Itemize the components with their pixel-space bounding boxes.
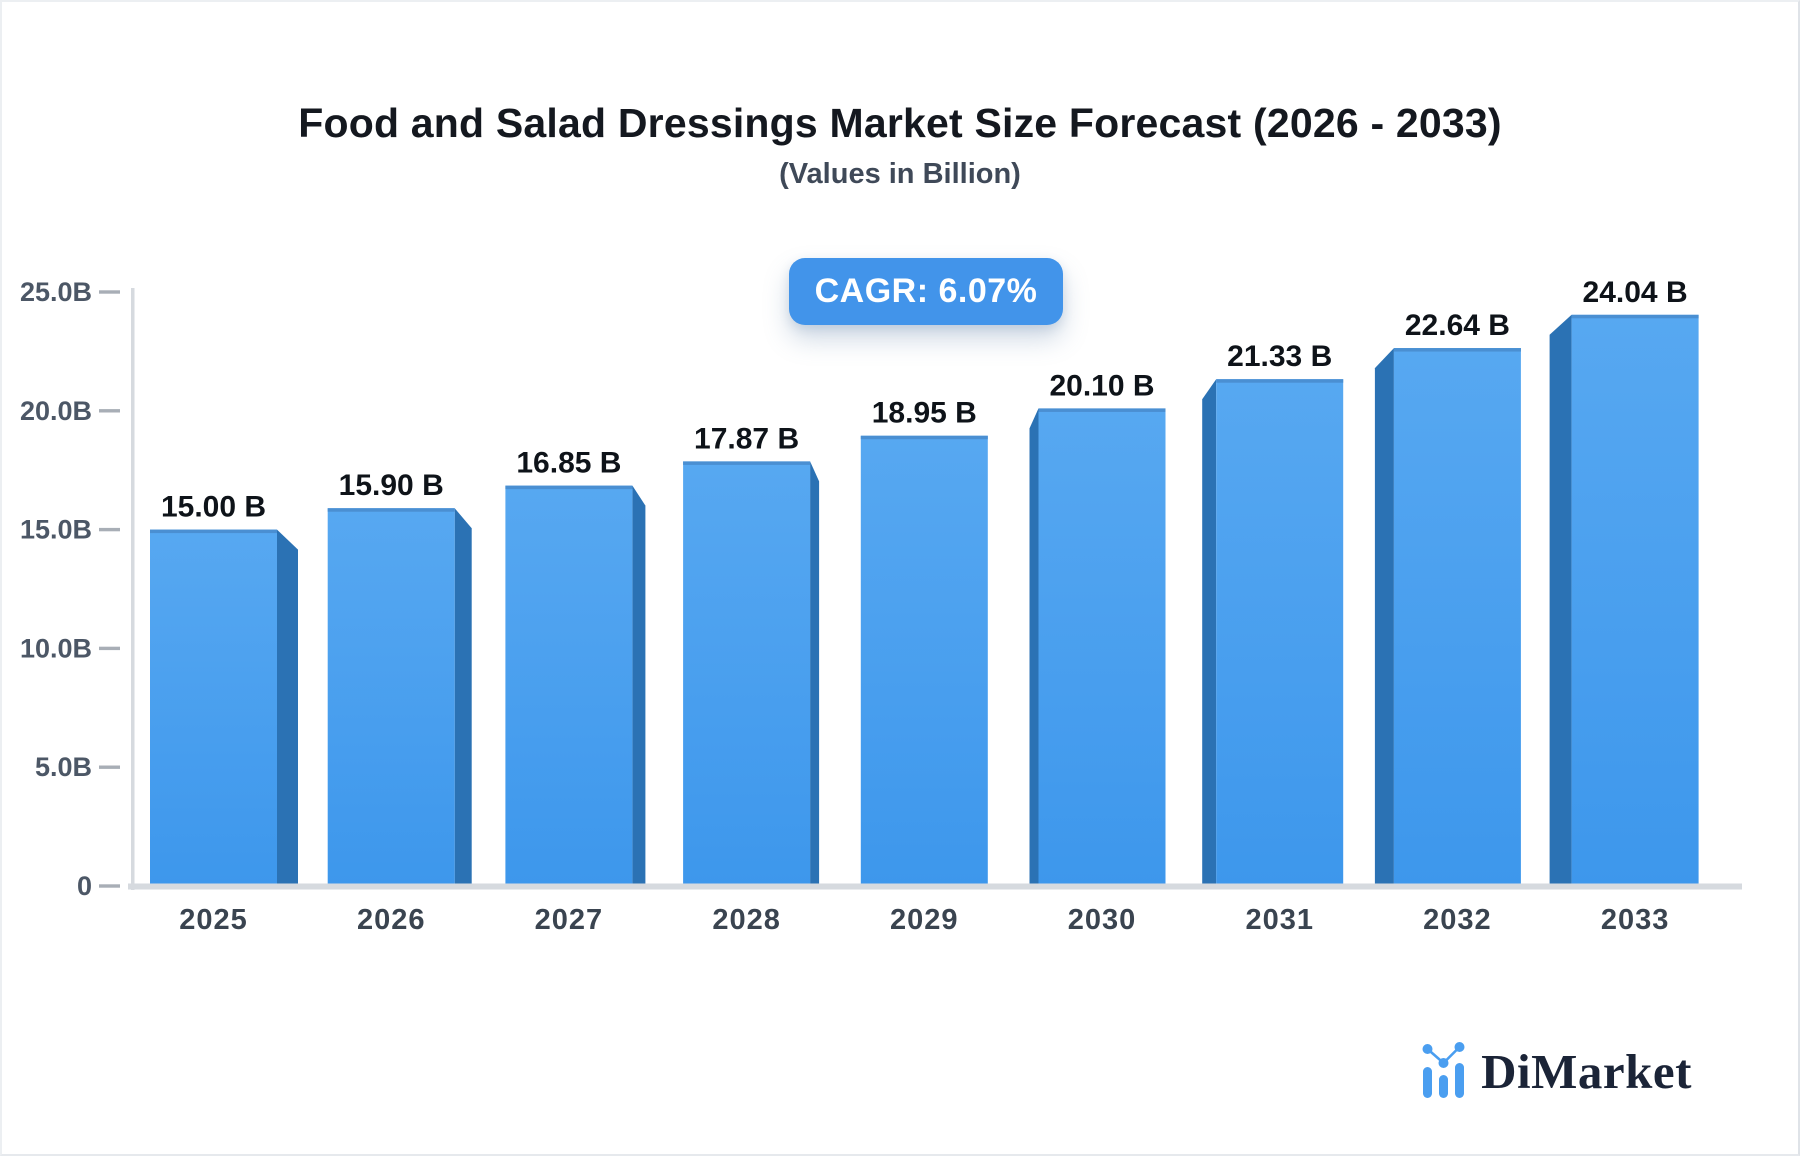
bar-top-edge (860, 435, 988, 440)
bar-front-face[interactable] (1216, 379, 1344, 886)
x-axis-label: 2029 (890, 904, 959, 936)
y-axis-tick (99, 290, 120, 294)
dimarket-logo: DiMarket (1422, 1040, 1692, 1098)
bar-front-face[interactable] (860, 435, 988, 886)
x-axis-label: 2028 (712, 904, 781, 936)
bar-side-face (1549, 314, 1572, 887)
bar-value-label: 18.95 B (872, 397, 977, 430)
bar-value-label: 21.33 B (1227, 340, 1332, 373)
bar-top-edge (1393, 348, 1521, 352)
bar-front-face[interactable] (150, 529, 277, 886)
y-axis-line (131, 288, 135, 890)
bar-top-edge (1216, 379, 1344, 383)
bar-front-face[interactable] (1038, 408, 1166, 886)
bar-side-face (632, 485, 646, 886)
bar-top-edge (327, 508, 455, 512)
y-axis: 0 5.0B 10.0B 15.0B 20.0B 25.0B (20, 277, 120, 901)
x-axis-line (128, 883, 1742, 890)
bar-group-2031[interactable]: 21.33 B (1202, 340, 1344, 886)
bar-top-edge (505, 485, 633, 490)
dimarket-logo-text: DiMarket (1481, 1044, 1692, 1099)
x-axis-label: 2026 (357, 904, 426, 936)
chart-title: Food and Salad Dressings Market Size For… (298, 100, 1502, 146)
y-axis-tick (99, 527, 120, 532)
bar-value-label: 15.00 B (161, 491, 266, 524)
bar-side-face (1029, 408, 1039, 886)
axis-lines (128, 288, 1742, 890)
y-axis-tick-label: 5.0B (35, 752, 92, 782)
bar-group-2029[interactable]: 18.95 B (860, 397, 988, 886)
y-axis-tick-label: 20.0B (20, 396, 92, 426)
y-axis-tick-label: 0 (77, 871, 92, 901)
bar-side-face (454, 508, 472, 886)
y-axis-tick-label: 15.0B (20, 515, 92, 545)
bar-front-face[interactable] (1571, 314, 1699, 887)
bar-value-label: 24.04 B (1583, 276, 1688, 309)
bar-group-2025[interactable]: 15.00 B (150, 491, 298, 886)
bar-value-label: 22.64 B (1405, 309, 1510, 342)
y-axis-tick (99, 765, 120, 769)
bar-group-2026[interactable]: 15.90 B (327, 469, 472, 886)
bar-side-face (1202, 379, 1217, 886)
x-axis-labels: 2025 2026 2027 2028 2029 2030 2031 2032 2033 (179, 904, 1670, 936)
bar-value-label: 17.87 B (694, 422, 799, 455)
x-axis-label: 2032 (1423, 904, 1492, 936)
bar-group-2033[interactable]: 24.04 B (1549, 276, 1699, 887)
y-axis-tick (99, 409, 120, 413)
bar-value-label: 20.10 B (1049, 369, 1154, 402)
bar-top-edge (683, 461, 811, 465)
bar-value-label: 16.85 B (516, 447, 621, 480)
mini-bar-chart-icon (1422, 1042, 1465, 1098)
chart-subtitle: (Values in Billion) (779, 158, 1021, 190)
x-axis-label: 2030 (1068, 904, 1137, 936)
bar-value-label: 15.90 B (339, 469, 444, 502)
bar-side-face (277, 529, 298, 886)
bars-group: 15.00 B 15.90 B 16.85 B 17.87 B 18.95 B 20.10… (150, 276, 1699, 887)
y-axis-tick (99, 884, 120, 888)
bar-side-face (810, 461, 820, 886)
bar-group-2032[interactable]: 22.64 B (1374, 309, 1521, 886)
bar-side-face (1374, 348, 1394, 886)
bar-group-2030[interactable]: 20.10 B (1029, 369, 1166, 886)
bar-front-face[interactable] (505, 485, 633, 886)
bar-top-edge (1571, 314, 1699, 319)
bar-top-edge (1038, 408, 1166, 412)
x-axis-label: 2025 (179, 904, 248, 936)
x-axis-label: 2031 (1245, 904, 1314, 936)
bar-front-face[interactable] (683, 461, 811, 886)
bar-front-face[interactable] (1393, 348, 1521, 886)
y-axis-tick-label: 10.0B (20, 633, 92, 663)
x-axis-label: 2033 (1601, 904, 1670, 936)
bar-group-2027[interactable]: 16.85 B (505, 447, 646, 886)
x-axis-label: 2027 (535, 904, 604, 936)
bar-group-2028[interactable]: 17.87 B (683, 422, 820, 886)
bar-front-face[interactable] (327, 508, 455, 886)
y-axis-tick (99, 646, 120, 651)
cagr-badge-label: CAGR: 6.07% (814, 272, 1038, 310)
y-axis-tick-label: 25.0B (20, 277, 92, 307)
cagr-badge: CAGR: 6.07% (789, 258, 1063, 325)
bar-top-edge (150, 529, 277, 534)
